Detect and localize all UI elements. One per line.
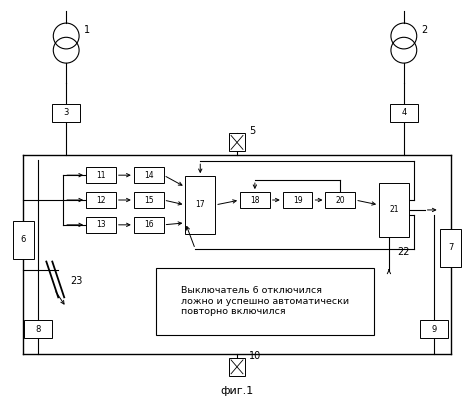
Bar <box>240 192 270 208</box>
Text: 7: 7 <box>448 243 453 252</box>
Bar <box>283 192 312 208</box>
Text: 17: 17 <box>195 200 205 209</box>
Bar <box>134 217 164 233</box>
Text: 18: 18 <box>250 196 260 205</box>
Bar <box>185 176 215 234</box>
Bar <box>52 104 80 122</box>
Text: 21: 21 <box>389 205 399 215</box>
Bar <box>390 104 418 122</box>
Text: 23: 23 <box>70 276 82 286</box>
Bar <box>13 221 35 259</box>
Bar <box>155 267 374 335</box>
Bar <box>325 192 355 208</box>
Text: Выключатель 6 отключился
ложно и успешно автоматически
повторно включился: Выключатель 6 отключился ложно и успешно… <box>181 286 349 316</box>
Text: 9: 9 <box>431 324 436 334</box>
Text: 5: 5 <box>249 126 255 136</box>
Bar <box>86 167 116 183</box>
Bar <box>134 192 164 208</box>
Bar <box>229 358 245 376</box>
Text: 14: 14 <box>144 171 154 180</box>
Text: 20: 20 <box>336 196 345 205</box>
Text: 2: 2 <box>422 25 428 35</box>
Text: 4: 4 <box>401 108 407 117</box>
Text: 11: 11 <box>96 171 106 180</box>
Text: 12: 12 <box>96 196 106 205</box>
Text: 15: 15 <box>144 196 154 205</box>
Text: 16: 16 <box>144 220 154 229</box>
Text: 22: 22 <box>397 247 410 257</box>
Text: 8: 8 <box>36 324 41 334</box>
Bar <box>86 217 116 233</box>
Bar <box>419 320 447 338</box>
Text: 1: 1 <box>84 25 90 35</box>
Text: фиг.1: фиг.1 <box>220 386 254 396</box>
Bar <box>229 134 245 151</box>
Text: 13: 13 <box>96 220 106 229</box>
Text: 10: 10 <box>249 351 261 361</box>
Bar <box>439 229 461 267</box>
Text: 19: 19 <box>293 196 302 205</box>
Bar <box>134 167 164 183</box>
Text: 3: 3 <box>64 108 69 117</box>
Text: 6: 6 <box>21 235 26 244</box>
Bar <box>86 192 116 208</box>
Bar <box>25 320 52 338</box>
Bar <box>379 182 409 237</box>
